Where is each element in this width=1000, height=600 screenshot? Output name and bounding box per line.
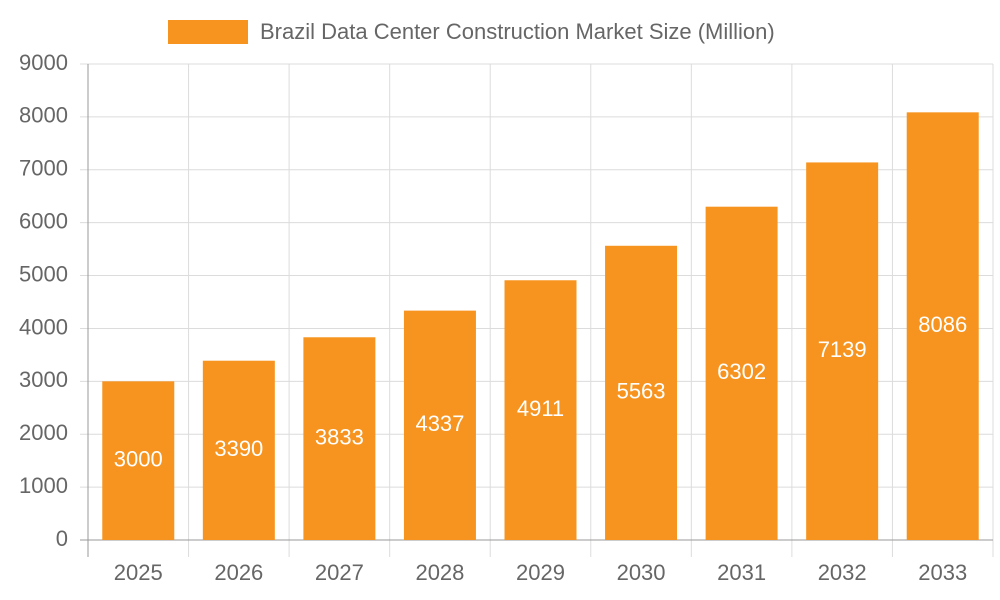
x-tick-label: 2027 xyxy=(315,560,364,585)
bar xyxy=(906,112,979,540)
value-label: 4337 xyxy=(415,411,464,436)
bar xyxy=(303,337,376,540)
y-tick-label: 0 xyxy=(56,526,68,551)
value-label: 3000 xyxy=(114,446,163,471)
y-tick-label: 1000 xyxy=(19,473,68,498)
x-tick-label: 2026 xyxy=(214,560,263,585)
value-label: 3390 xyxy=(214,436,263,461)
y-tick-label: 9000 xyxy=(19,50,68,75)
value-label: 5563 xyxy=(617,379,666,404)
y-tick-label: 8000 xyxy=(19,103,68,128)
value-label: 3833 xyxy=(315,424,364,449)
x-tick-label: 2032 xyxy=(818,560,867,585)
x-tick-label: 2033 xyxy=(918,560,967,585)
bar xyxy=(806,162,879,541)
x-tick-label: 2025 xyxy=(114,560,163,585)
value-label: 6302 xyxy=(717,359,766,384)
value-label: 8086 xyxy=(918,312,967,337)
y-tick-label: 6000 xyxy=(19,208,68,233)
y-tick-label: 3000 xyxy=(19,367,68,392)
legend-label: Brazil Data Center Construction Market S… xyxy=(260,19,775,44)
bar xyxy=(705,206,778,541)
x-tick-label: 2030 xyxy=(617,560,666,585)
y-tick-label: 4000 xyxy=(19,314,68,339)
x-tick-label: 2031 xyxy=(717,560,766,585)
bar xyxy=(202,360,275,540)
x-tick-label: 2029 xyxy=(516,560,565,585)
bar xyxy=(102,381,175,540)
x-tick-label: 2028 xyxy=(415,560,464,585)
y-tick-label: 7000 xyxy=(19,156,68,181)
y-tick-label: 2000 xyxy=(19,420,68,445)
legend-swatch xyxy=(168,20,248,44)
bar xyxy=(504,280,577,540)
bar xyxy=(605,245,678,540)
value-label: 4911 xyxy=(517,396,564,421)
bar xyxy=(403,310,476,540)
y-tick-label: 5000 xyxy=(19,261,68,286)
value-label: 7139 xyxy=(818,337,867,362)
